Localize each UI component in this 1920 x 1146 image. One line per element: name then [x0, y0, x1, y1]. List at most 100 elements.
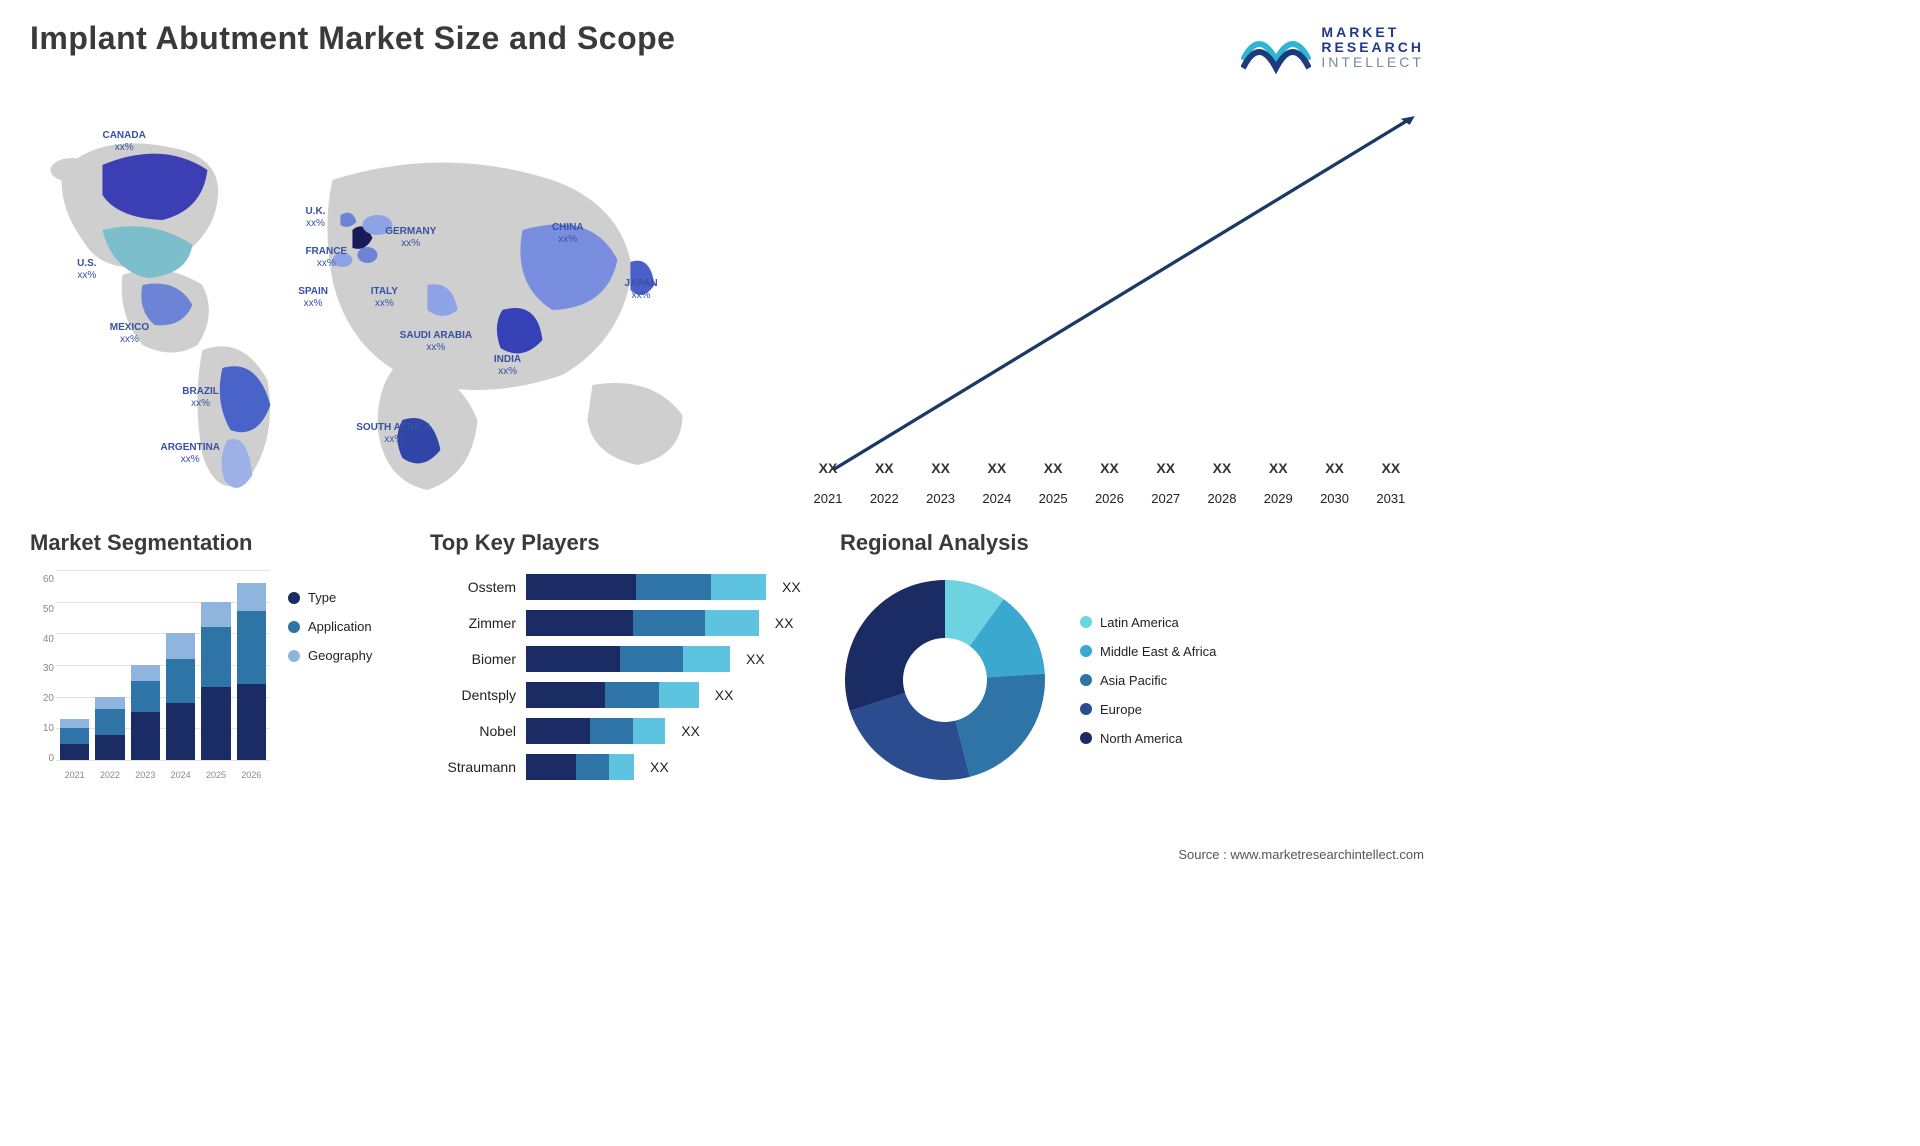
source-label: Source : www.marketresearchintellect.com [1178, 847, 1424, 862]
logo-line2: RESEARCH [1321, 40, 1424, 55]
growth-x-2029: 2029 [1255, 491, 1301, 506]
regional-legend-item: Europe [1080, 702, 1216, 717]
segmentation-legend-item: Application [288, 619, 372, 634]
segmentation-legend-item: Type [288, 590, 372, 605]
growth-bar-2023: XX [917, 460, 963, 480]
growth-x-2030: 2030 [1311, 491, 1357, 506]
growth-bar-2030: XX [1311, 460, 1357, 480]
growth-bar-value: XX [1213, 460, 1232, 476]
segmentation-bar-2023 [131, 665, 160, 760]
segmentation-legend-item: Geography [288, 648, 372, 663]
key-players-panel: Top Key Players Osstem XX Zimmer XX Biomer XX… [430, 530, 820, 810]
growth-x-2022: 2022 [861, 491, 907, 506]
top-row: CANADAxx% U.S.xx% MEXICOxx% BRAZILxx% ARGENT… [30, 110, 1424, 510]
key-player-name: Nobel [430, 723, 516, 739]
growth-x-2031: 2031 [1368, 491, 1414, 506]
map-label-spain: SPAINxx% [298, 286, 328, 309]
growth-bar-value: XX [1100, 460, 1119, 476]
regional-legend-item: Asia Pacific [1080, 673, 1216, 688]
map-label-china: CHINAxx% [552, 222, 584, 245]
key-player-value: XX [709, 687, 734, 703]
key-player-name: Dentsply [430, 687, 516, 703]
growth-bar-2024: XX [974, 460, 1020, 480]
key-player-value: XX [740, 651, 765, 667]
growth-bar-2029: XX [1255, 460, 1301, 480]
growth-x-2027: 2027 [1143, 491, 1189, 506]
brand-logo: MARKET RESEARCH INTELLECT [1241, 20, 1424, 75]
key-player-name: Straumann [430, 759, 516, 775]
growth-bar-2025: XX [1030, 460, 1076, 480]
growth-x-2028: 2028 [1199, 491, 1245, 506]
regional-legend-item: North America [1080, 731, 1216, 746]
growth-bar-value: XX [875, 460, 894, 476]
growth-bar-value: XX [1325, 460, 1344, 476]
growth-bar-2028: XX [1199, 460, 1245, 480]
world-map-icon [30, 110, 755, 510]
regional-legend-item: Middle East & Africa [1080, 644, 1216, 659]
regional-title: Regional Analysis [840, 530, 1424, 556]
map-label-brazil: BRAZILxx% [182, 386, 219, 409]
growth-x-2026: 2026 [1086, 491, 1132, 506]
map-label-canada: CANADAxx% [102, 130, 145, 153]
map-label-japan: JAPANxx% [624, 278, 657, 301]
regional-donut-chart [840, 575, 1050, 785]
map-label-u-s-: U.S.xx% [77, 258, 96, 281]
growth-x-2025: 2025 [1030, 491, 1076, 506]
key-player-name: Osstem [430, 579, 516, 595]
regional-legend: Latin America Middle East & Africa Asia Pa… [1080, 615, 1216, 746]
regional-legend-item: Latin America [1080, 615, 1216, 630]
page-root: Implant Abutment Market Size and Scope M… [0, 0, 1454, 868]
growth-bar-2021: XX [805, 460, 851, 480]
map-label-u-k-: U.K.xx% [305, 206, 325, 229]
logo-waves-icon [1241, 20, 1311, 75]
segmentation-title: Market Segmentation [30, 530, 410, 556]
donut-slice-north-america [845, 580, 945, 711]
map-label-germany: GERMANYxx% [385, 226, 436, 249]
key-player-row-osstem: Osstem XX [430, 574, 810, 600]
page-title: Implant Abutment Market Size and Scope [30, 20, 675, 57]
growth-bar-2022: XX [861, 460, 907, 480]
key-player-row-dentsply: Dentsply XX [430, 682, 810, 708]
growth-chart-panel: XXXXXXXXXXXXXXXXXXXXXX 20212022202320242… [755, 110, 1424, 510]
key-player-value: XX [675, 723, 700, 739]
key-player-row-nobel: Nobel XX [430, 718, 810, 744]
regional-panel: Regional Analysis Latin America Middle Ea… [840, 530, 1424, 810]
key-player-row-straumann: Straumann XX [430, 754, 810, 780]
segmentation-legend: Type Application Geography [270, 570, 372, 780]
map-label-south-africa: SOUTH AFRICAxx% [356, 422, 431, 445]
world-map-panel: CANADAxx% U.S.xx% MEXICOxx% BRAZILxx% ARGENT… [30, 110, 755, 510]
map-label-argentina: ARGENTINAxx% [160, 442, 219, 465]
growth-bar-value: XX [1044, 460, 1063, 476]
segmentation-chart: 6050403020100 202120222023202420252026 [30, 570, 270, 780]
key-players-title: Top Key Players [430, 530, 820, 556]
map-label-france: FRANCExx% [305, 246, 347, 269]
growth-bar-value: XX [1156, 460, 1175, 476]
logo-line3: INTELLECT [1321, 55, 1424, 70]
growth-bar-value: XX [1269, 460, 1288, 476]
growth-chart: XXXXXXXXXXXXXXXXXXXXXX 20212022202320242… [795, 110, 1424, 510]
key-player-value: XX [644, 759, 669, 775]
growth-x-2021: 2021 [805, 491, 851, 506]
logo-text: MARKET RESEARCH INTELLECT [1321, 25, 1424, 69]
logo-line1: MARKET [1321, 25, 1424, 40]
key-player-name: Biomer [430, 651, 516, 667]
donut-slice-europe [850, 693, 970, 780]
bottom-row: Market Segmentation 6050403020100 202120… [30, 530, 1424, 810]
key-player-row-zimmer: Zimmer XX [430, 610, 810, 636]
growth-bar-value: XX [931, 460, 950, 476]
growth-x-2023: 2023 [917, 491, 963, 506]
growth-x-2024: 2024 [974, 491, 1020, 506]
segmentation-bar-2026 [237, 583, 266, 760]
segmentation-bar-2024 [166, 633, 195, 760]
header: Implant Abutment Market Size and Scope M… [30, 20, 1424, 100]
key-player-name: Zimmer [430, 615, 516, 631]
key-player-value: XX [776, 579, 801, 595]
donut-slice-asia-pacific [955, 674, 1045, 777]
map-label-mexico: MEXICOxx% [110, 322, 149, 345]
key-player-row-biomer: Biomer XX [430, 646, 810, 672]
key-player-value: XX [769, 615, 794, 631]
growth-bar-value: XX [819, 460, 838, 476]
segmentation-bar-2022 [95, 697, 124, 760]
map-label-italy: ITALYxx% [371, 286, 398, 309]
growth-bar-2026: XX [1086, 460, 1132, 480]
